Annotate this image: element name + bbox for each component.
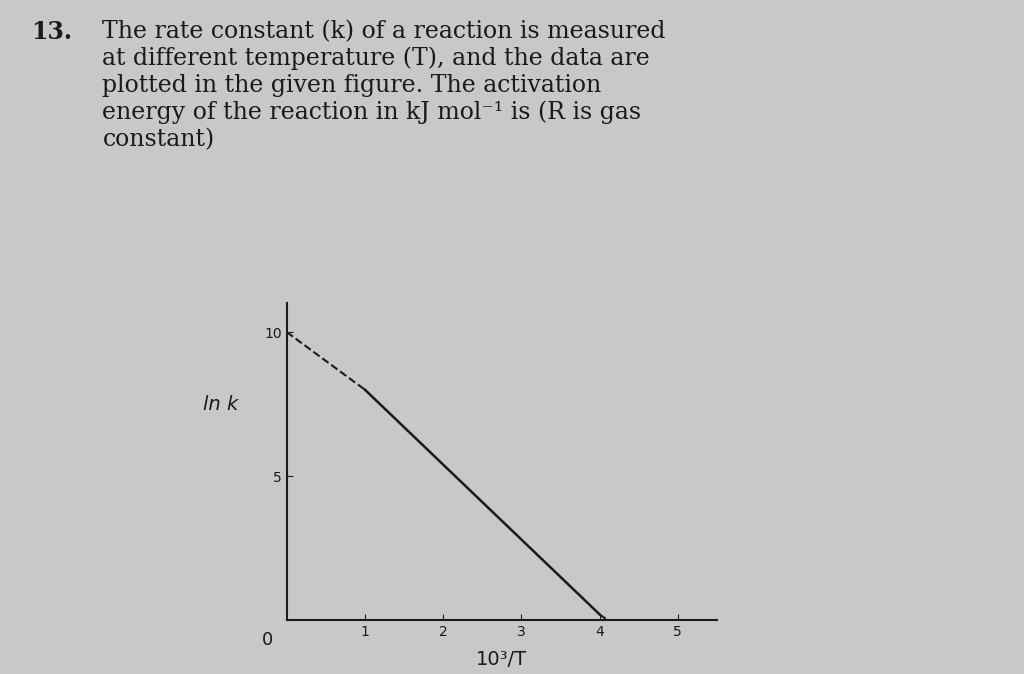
Text: The rate constant (k) of a reaction is measured
at different temperature (T), an: The rate constant (k) of a reaction is m… [102, 20, 666, 151]
Text: 0: 0 [261, 632, 272, 649]
Text: 13.: 13. [31, 20, 72, 44]
Text: ln k: ln k [203, 394, 238, 414]
X-axis label: 10³/T: 10³/T [476, 650, 527, 669]
